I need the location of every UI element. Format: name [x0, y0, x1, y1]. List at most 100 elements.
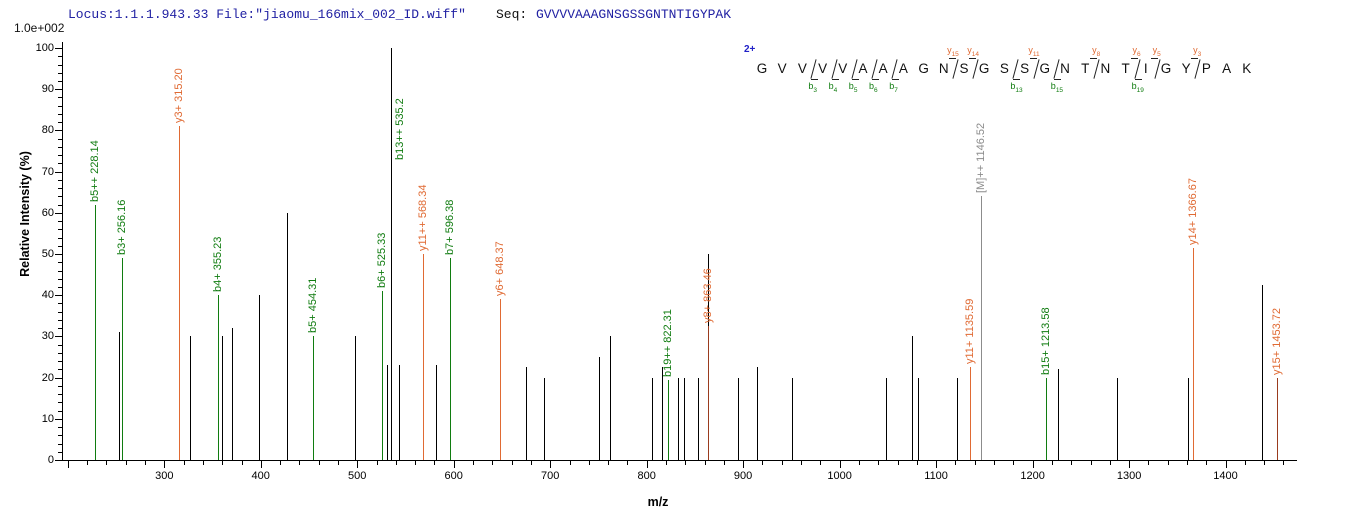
y-tick [58, 278, 62, 280]
b-ion-label: b3 [808, 81, 818, 94]
peak-ion-label: b15+ 1213.58 [1039, 306, 1052, 375]
x-tick [627, 461, 629, 465]
annotated-peak [1277, 377, 1279, 460]
b-ion-serif [831, 79, 839, 80]
annotated-peak [1045, 377, 1047, 460]
y-tick [58, 179, 62, 181]
peak-ion-label: b7+ 596.38 [444, 199, 457, 256]
sequence-residue: G [1160, 61, 1172, 76]
x-tick [1148, 461, 1150, 465]
peak-ion-label: b19++ 822.31 [662, 308, 675, 377]
x-tick [415, 461, 417, 465]
b-ion-serif [1013, 79, 1021, 80]
x-tick [492, 461, 494, 465]
b-ion-label: b13 [1010, 81, 1023, 94]
x-tick [87, 461, 89, 465]
peak [917, 377, 919, 460]
peak [387, 365, 389, 460]
peak [684, 377, 686, 460]
sequence-residue: V [838, 61, 848, 76]
sequence-residue: V [797, 61, 807, 76]
y-tick [58, 427, 62, 428]
y-tick [58, 221, 62, 222]
y-tick [55, 48, 62, 49]
peak [398, 365, 400, 460]
y-tick [55, 418, 62, 420]
sequence-residue: A [878, 61, 888, 76]
x-tick [473, 461, 474, 465]
x-tick [916, 461, 918, 465]
annotated-peak [1193, 247, 1195, 460]
x-tick [1109, 461, 1111, 465]
y-tick [58, 155, 62, 157]
y-tick [58, 287, 62, 288]
b-ion-label: b19 [1131, 81, 1144, 94]
x-tick [67, 461, 69, 468]
y-tick [58, 105, 62, 107]
annotated-peak [391, 48, 393, 460]
x-tick [1283, 461, 1285, 465]
annotated-peak [178, 126, 180, 460]
y-tick [58, 385, 62, 387]
y-tick-label: 60 [41, 206, 54, 219]
peak [1057, 369, 1059, 460]
x-tick-label: 1000 [827, 470, 852, 482]
b-ion-label: b7 [889, 81, 898, 94]
annotated-peak [668, 379, 670, 460]
x-tick [781, 461, 783, 465]
y-tick-label: 40 [41, 289, 54, 302]
x-axis-line [62, 460, 1297, 461]
x-tick [125, 461, 127, 465]
annotated-peak [707, 326, 709, 460]
sequence-residue: G [756, 61, 768, 76]
sequence-residue: I [1143, 61, 1148, 76]
y-ion-label: y5 [1152, 45, 1161, 58]
x-tick [318, 461, 320, 465]
x-tick [569, 461, 571, 465]
sequence-residue: K [1242, 61, 1252, 76]
peak [756, 367, 758, 460]
peak [610, 336, 611, 460]
y-tick [58, 146, 62, 148]
y-tick [58, 369, 62, 371]
peak-ion-label: b5+ 454.31 [307, 278, 320, 334]
y-tick-label: 80 [41, 124, 54, 137]
y-tick [55, 377, 62, 379]
y-tick [58, 204, 62, 206]
y-ion-label: y3 [1193, 45, 1202, 58]
x-tick [839, 461, 841, 468]
peak-ion-label: y6+ 648.37 [494, 241, 507, 297]
peak [544, 377, 546, 460]
x-tick [280, 461, 281, 465]
sequence-residue: N [938, 61, 949, 76]
x-tick [1206, 461, 1208, 465]
y-tick [55, 171, 62, 173]
b-ion-label: b6 [869, 81, 878, 94]
y-axis-line [62, 42, 63, 461]
y-ion-label: y15 [947, 45, 959, 58]
annotated-peak [423, 254, 425, 460]
peak [885, 377, 887, 460]
y-tick [58, 303, 62, 305]
y-tick [55, 295, 62, 297]
annotated-peak [450, 258, 452, 460]
x-tick [1244, 461, 1246, 465]
x-tick [878, 461, 880, 465]
x-tick [1051, 461, 1053, 465]
seq-value: GVVVVAAAGNSGSSGNTNTIGYPAK [536, 7, 732, 22]
peak [738, 377, 740, 460]
x-tick [1090, 461, 1092, 465]
x-tick-label: 600 [444, 470, 463, 482]
y-tick [58, 344, 62, 346]
y-ion-label: y11 [1028, 45, 1040, 58]
y-tick [55, 460, 62, 461]
annotated-peak [122, 258, 123, 460]
peak-ion-label: y8+ 863.46 [701, 268, 714, 324]
y-tick [58, 196, 62, 198]
y-tick [58, 237, 62, 239]
x-tick-label: 1100 [924, 470, 948, 482]
b-ion-serif [1053, 79, 1061, 80]
x-tick [608, 461, 610, 465]
y-tick [58, 72, 62, 74]
y-tick [55, 254, 62, 255]
